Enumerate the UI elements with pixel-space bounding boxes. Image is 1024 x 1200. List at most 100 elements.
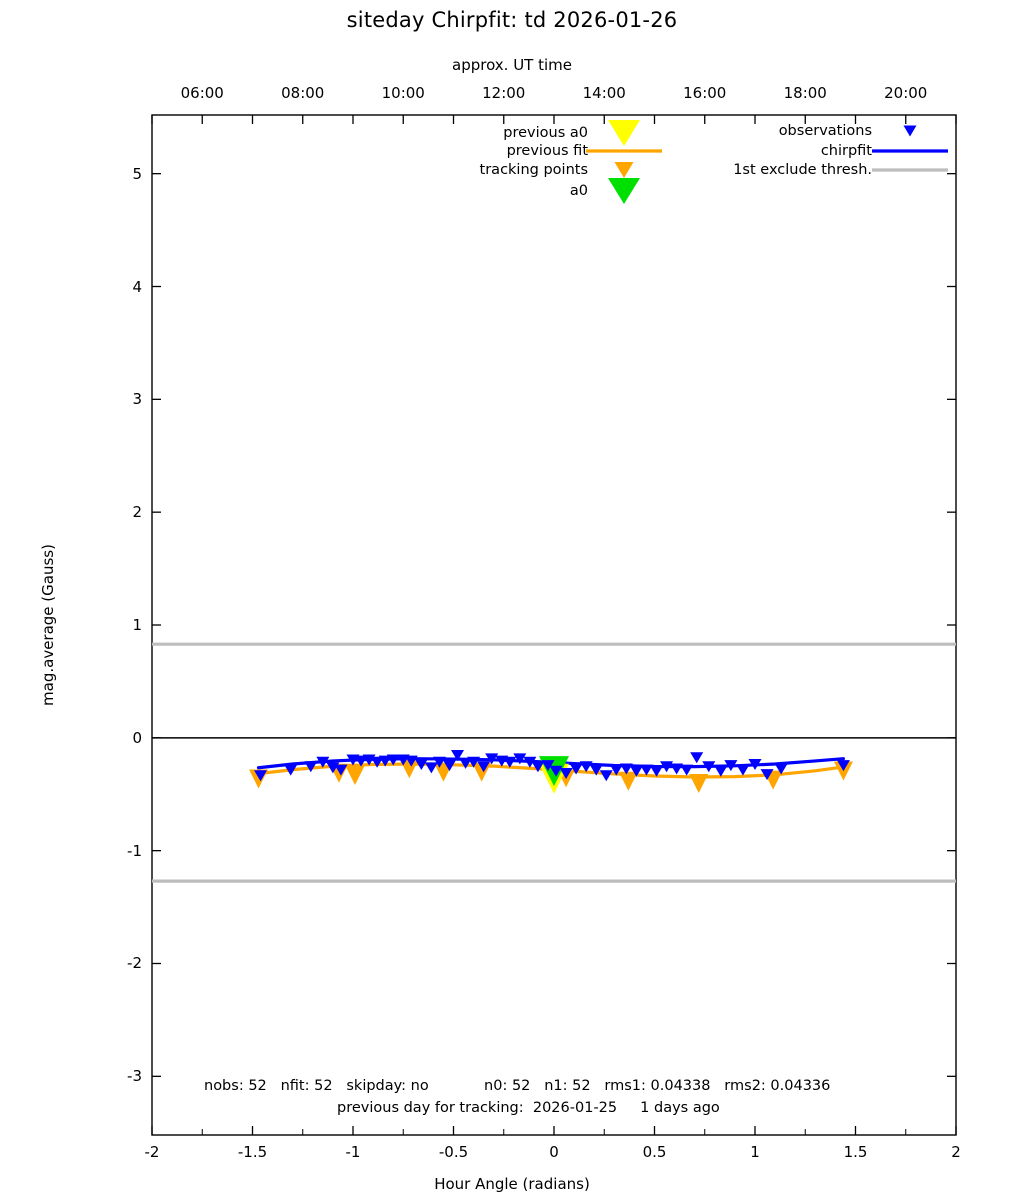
- legend-label-left-1: previous fit: [506, 143, 588, 159]
- previous-a0-marker: [539, 763, 569, 794]
- observation-marker: [451, 750, 465, 761]
- legend-label-left-0: previous a0: [503, 125, 588, 141]
- y-axis-tick-label: 5: [132, 164, 142, 183]
- top-axis-tick-label: 06:00: [180, 84, 224, 102]
- observation-marker: [424, 762, 438, 774]
- observation-marker: [724, 760, 738, 772]
- top-axis-tick-label: 12:00: [482, 84, 526, 102]
- tracking-point-marker: [399, 759, 419, 779]
- observation-marker: [459, 757, 473, 769]
- y-axis-title: mag.average (Gauss): [39, 544, 57, 706]
- top-axis-tick-label: 20:00: [884, 84, 928, 102]
- y-axis-tick-label: 3: [132, 390, 142, 409]
- observation-marker: [503, 756, 517, 768]
- observation-marker: [513, 753, 527, 765]
- observation-marker: [334, 764, 348, 776]
- observation-marker: [362, 754, 376, 766]
- x-axis-title: Hour Angle (radians): [434, 1175, 590, 1193]
- tracking-point-marker: [689, 773, 709, 793]
- legend-marker-a0: [608, 178, 640, 204]
- x-axis-tick-label: 1.5: [843, 1143, 868, 1161]
- stats-line-2: previous day for tracking: 2026-01-25 1 …: [337, 1100, 720, 1116]
- y-axis-tick-label: 1: [132, 616, 142, 634]
- observation-marker: [660, 761, 674, 773]
- observation-marker: [378, 755, 392, 767]
- x-axis-tick-label: 2: [951, 1143, 961, 1161]
- top-axis-tick-label: 16:00: [683, 84, 727, 102]
- tracking-point-marker: [556, 768, 576, 788]
- observation-marker: [284, 764, 298, 776]
- top-axis-tick-label: 14:00: [582, 84, 626, 102]
- y-axis-tick-label: 2: [132, 503, 142, 522]
- observation-marker: [404, 755, 418, 767]
- observation-marker: [326, 762, 340, 774]
- observation-marker: [836, 760, 850, 772]
- observation-marker: [549, 765, 563, 777]
- observation-marker: [414, 759, 428, 771]
- observation-marker: [386, 754, 400, 766]
- observation-marker: [609, 764, 623, 776]
- previous-fit-line: [256, 762, 846, 779]
- observation-marker: [702, 761, 716, 773]
- observation-marker: [559, 768, 573, 780]
- observation-marker: [629, 765, 643, 777]
- observation-marker: [650, 765, 664, 777]
- stats-line-1: nobs: 52 nfit: 52 skipday: no n0: 52 n1:…: [204, 1078, 831, 1094]
- tracking-point-marker: [544, 764, 564, 784]
- observation-marker: [619, 763, 633, 775]
- top-axis-tick-label: 08:00: [281, 84, 325, 102]
- observation-marker: [442, 760, 456, 772]
- x-axis-tick-label: -2: [144, 1143, 160, 1161]
- x-axis-tick-label: -1.5: [237, 1143, 268, 1161]
- tracking-point-marker: [433, 762, 453, 782]
- x-axis-tick-label: -1: [345, 1143, 361, 1161]
- legend-label-left-2: tracking points: [479, 162, 588, 178]
- observation-marker: [370, 756, 384, 768]
- tracking-point-marker: [618, 771, 638, 791]
- tracking-point-marker: [249, 769, 269, 789]
- observation-marker: [680, 764, 694, 776]
- legend-marker-observations: [903, 125, 917, 137]
- observation-marker: [432, 756, 446, 768]
- observation-marker: [760, 769, 774, 781]
- tracking-point-marker: [763, 770, 783, 790]
- observation-marker: [523, 756, 537, 768]
- observation-marker: [354, 755, 368, 767]
- page-title: siteday Chirpfit: td 2026-01-26: [346, 8, 678, 32]
- top-axis-tick-label: 10:00: [381, 84, 425, 102]
- observation-marker: [346, 754, 360, 766]
- y-axis-tick-label: -1: [127, 841, 142, 860]
- observation-marker: [316, 756, 330, 768]
- observation-marker: [599, 770, 613, 782]
- x-axis-tick-label: 1: [750, 1143, 760, 1161]
- observation-marker: [690, 752, 704, 764]
- tracking-point-marker: [833, 761, 853, 781]
- y-axis-tick-label: 4: [132, 277, 142, 296]
- observation-marker: [531, 761, 545, 773]
- tracking-point-marker: [472, 762, 492, 782]
- top-axis-tick-label: 18:00: [783, 84, 827, 102]
- legend-label-right-0: observations: [778, 123, 872, 139]
- observation-marker: [569, 763, 583, 775]
- legend-label-left-3: a0: [569, 183, 588, 199]
- legend-label-right-1: chirpfit: [820, 143, 872, 159]
- observation-marker: [541, 760, 555, 772]
- y-axis-tick-label: 0: [132, 728, 142, 747]
- x-axis-tick-label: -0.5: [438, 1143, 469, 1161]
- observation-marker: [589, 764, 603, 776]
- observation-marker: [774, 763, 788, 775]
- tracking-point-marker: [329, 763, 349, 783]
- observation-marker: [670, 763, 684, 775]
- observation-marker: [639, 764, 653, 776]
- y-axis-tick-label: -2: [127, 954, 142, 973]
- observation-marker: [396, 754, 410, 766]
- observation-marker: [579, 761, 593, 773]
- observation-marker: [714, 765, 728, 777]
- observation-marker: [736, 764, 750, 776]
- tracking-point-marker: [345, 766, 365, 786]
- x-axis-tick-label: 0.5: [642, 1143, 667, 1161]
- legend-label-right-2: 1st exclude thresh.: [733, 162, 872, 178]
- observation-marker: [748, 759, 762, 771]
